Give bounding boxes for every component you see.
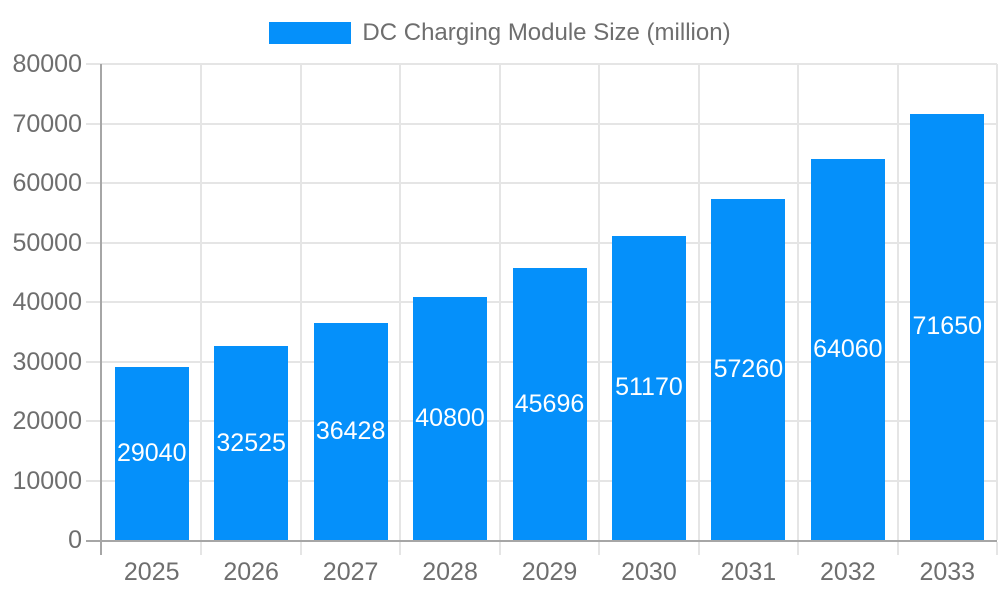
- gridline-vertical: [996, 64, 998, 540]
- x-axis-tick-label: 2027: [322, 558, 379, 586]
- bar-value-label: 40800: [415, 404, 485, 433]
- y-axis-tick: [86, 241, 102, 244]
- x-axis-tick-label: 2028: [422, 558, 478, 586]
- y-axis-tick: [86, 301, 102, 303]
- bar-value-label: 57260: [713, 355, 784, 384]
- bar-value-label: 64060: [813, 334, 883, 363]
- legend-swatch-icon: [269, 22, 352, 44]
- gridline-vertical: [797, 64, 800, 540]
- y-axis-tick-label: 80000: [12, 50, 82, 78]
- x-axis-tick: [697, 542, 700, 555]
- x-axis-tick: [797, 542, 800, 555]
- gridline-vertical: [896, 64, 899, 540]
- bar-value-label: 29040: [116, 439, 187, 468]
- bar-2027: 36428: [313, 323, 388, 540]
- gridline-vertical: [498, 64, 501, 540]
- gridline-vertical: [299, 64, 302, 540]
- gridline-horizontal: [102, 122, 997, 125]
- bar-value-label: 32525: [216, 428, 286, 457]
- y-axis-tick: [86, 182, 102, 184]
- chart-legend[interactable]: DC Charging Module Size (million): [0, 20, 1000, 46]
- x-axis-tick-label: 2033: [919, 558, 976, 586]
- bar-2025: 29040: [114, 367, 189, 540]
- x-axis-tick: [996, 542, 998, 555]
- bar-value-label: 51170: [615, 373, 683, 402]
- x-axis-tick: [299, 542, 302, 555]
- y-axis-tick-label: 50000: [12, 228, 82, 257]
- x-axis-line: [86, 540, 997, 542]
- y-axis-tick-label: 30000: [12, 347, 82, 376]
- gridline-horizontal: [102, 63, 997, 65]
- bar-value-label: 71650: [912, 312, 983, 341]
- x-axis-tick: [896, 542, 899, 555]
- bar-2028: 40800: [413, 297, 488, 540]
- bar-2029: 45696: [512, 268, 587, 540]
- y-axis-tick-label: 40000: [12, 288, 82, 316]
- y-axis-tick: [86, 122, 102, 125]
- y-axis-tick: [86, 420, 102, 422]
- x-axis-tick-label: 2032: [820, 558, 876, 586]
- x-axis-tick: [200, 542, 203, 555]
- bar-2032: 64060: [810, 158, 885, 540]
- x-axis-tick: [598, 542, 601, 555]
- gridline-vertical: [399, 64, 402, 540]
- y-axis-tick-label: 10000: [12, 466, 82, 495]
- bar-2030: 51170: [611, 235, 686, 540]
- y-axis-line: [100, 64, 102, 555]
- bar-value-label: 36428: [315, 417, 386, 446]
- y-axis-tick-label: 60000: [12, 169, 82, 197]
- gridline-horizontal: [102, 241, 997, 244]
- x-axis-tick-label: 2030: [621, 558, 677, 586]
- y-axis-tick: [86, 479, 102, 482]
- legend-label: DC Charging Module Size (million): [362, 19, 731, 46]
- bar-2033: 71650: [910, 113, 985, 540]
- gridline-vertical: [200, 64, 203, 540]
- x-axis-tick-label: 2025: [123, 558, 180, 586]
- plot-area: 29040 32525 36428 40800 45696 51170 57260 64060…: [102, 63, 998, 540]
- y-axis-tick-label: 20000: [12, 407, 82, 435]
- gridline-vertical: [697, 64, 700, 540]
- bar-2026: 32525: [214, 346, 289, 540]
- y-axis-tick: [86, 63, 102, 65]
- bar-value-label: 45696: [514, 389, 585, 418]
- x-axis-tick-label: 2029: [521, 558, 578, 586]
- bar-2031: 57260: [711, 199, 786, 540]
- y-axis-tick: [86, 360, 102, 363]
- x-axis-tick-label: 2026: [223, 558, 279, 586]
- y-axis-tick-label: 70000: [12, 109, 82, 138]
- y-axis-tick-label: 0: [68, 526, 82, 554]
- x-axis-tick: [399, 542, 402, 555]
- gridline-vertical: [598, 64, 601, 540]
- x-axis-tick-label: 2031: [720, 558, 777, 586]
- gridline-horizontal: [102, 182, 997, 184]
- x-axis-tick: [498, 542, 501, 555]
